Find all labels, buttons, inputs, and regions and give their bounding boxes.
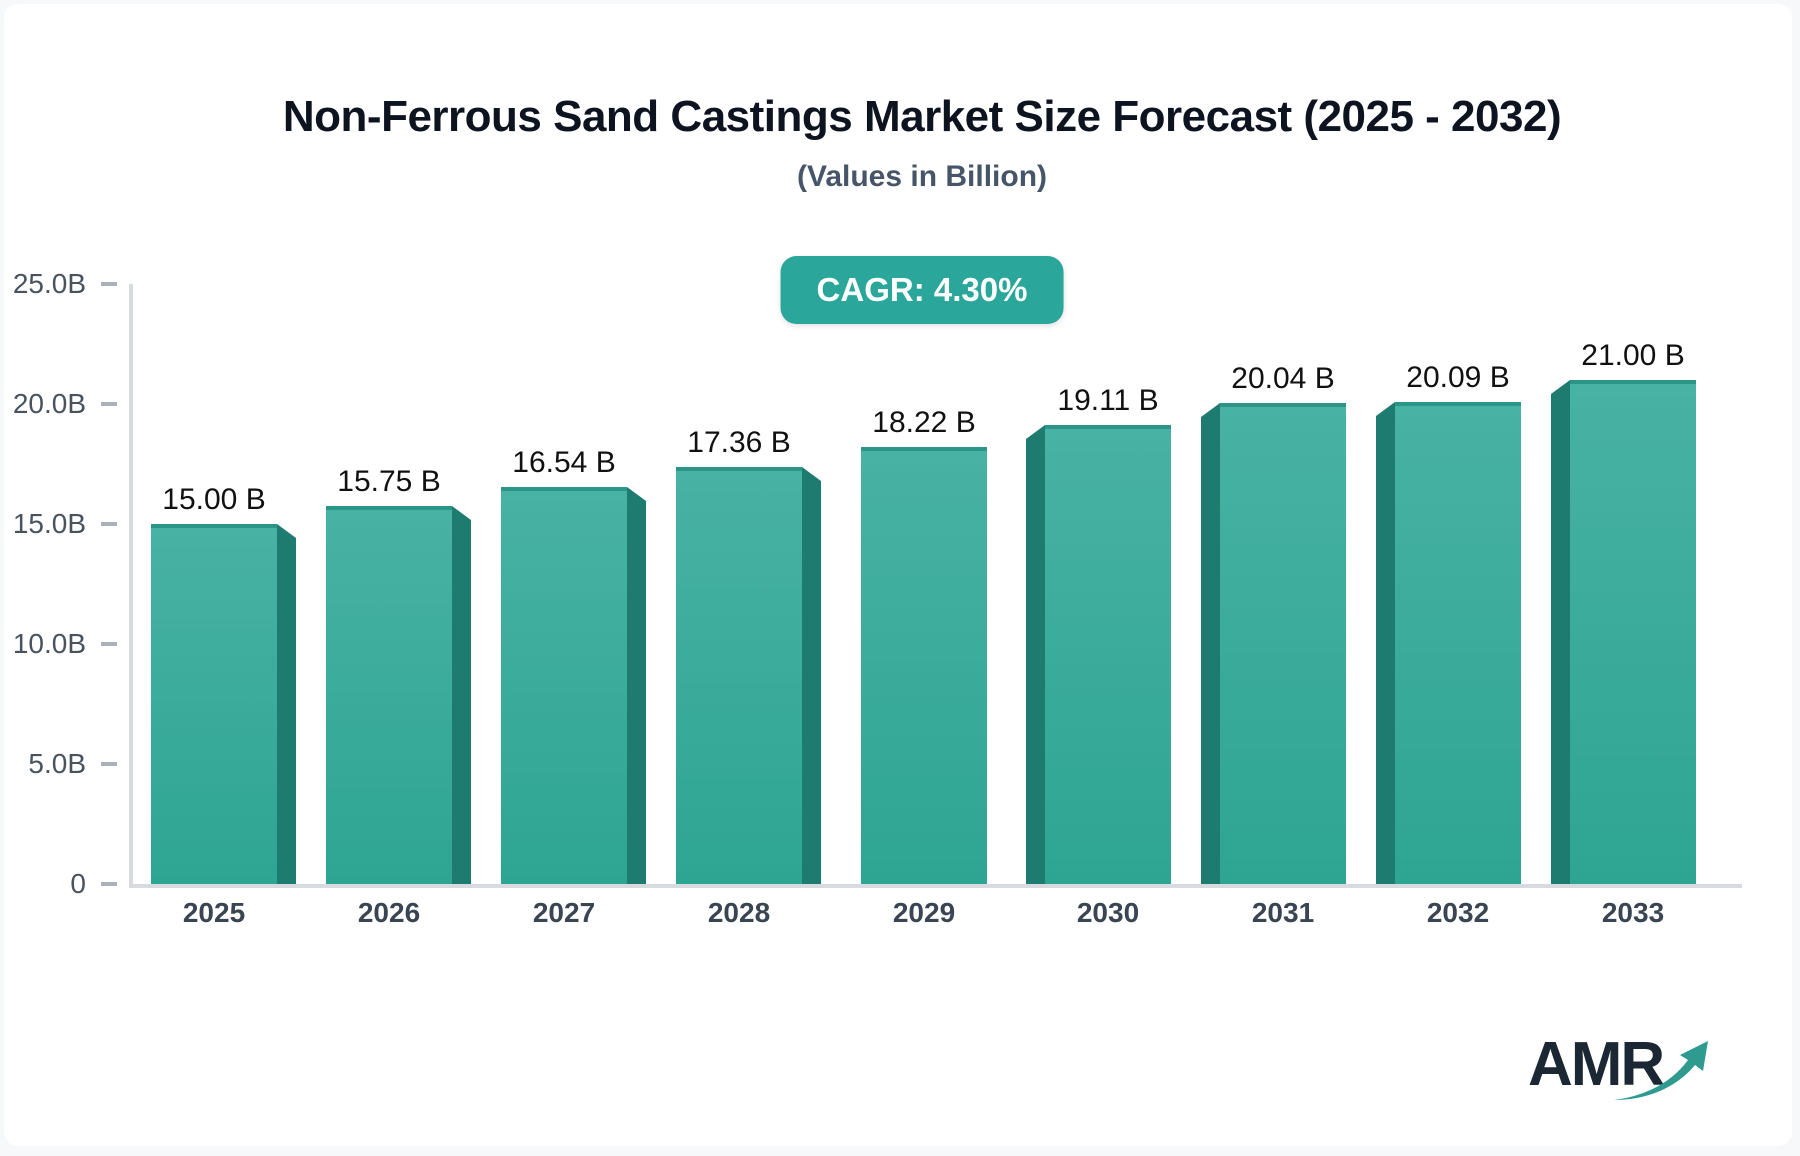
bar-2031-3d-side xyxy=(1201,403,1220,884)
bar-2028 xyxy=(676,467,802,884)
y-tick-dash xyxy=(101,642,117,646)
x-axis-label-2025: 2025 xyxy=(182,897,246,928)
x-axis-label-2026: 2026 xyxy=(357,897,421,928)
bar-2033 xyxy=(1570,380,1696,884)
bar-2030 xyxy=(1045,425,1171,884)
bar-2032 xyxy=(1395,402,1521,884)
bar-2026-3d-side xyxy=(452,506,471,884)
bar-2025 xyxy=(151,524,277,884)
cagr-badge: CAGR: 4.30% xyxy=(780,256,1064,324)
value-label-2029: 18.22 B xyxy=(872,406,976,439)
y-tick-label: 25.0B xyxy=(12,268,86,299)
bar-2030-3d-side xyxy=(1026,425,1045,884)
value-label-2030: 19.11 B xyxy=(1057,384,1159,417)
bar-2031 xyxy=(1220,403,1346,884)
y-tick-label: 5.0B xyxy=(28,748,86,779)
chart-subtitle: (Values in Billion) xyxy=(796,160,1048,193)
y-tick-label: 10.0B xyxy=(12,628,86,659)
x-axis-label-2028: 2028 xyxy=(707,897,771,928)
value-label-2032: 20.09 B xyxy=(1406,361,1510,394)
x-axis-label-2029: 2029 xyxy=(892,897,956,928)
y-tick-dash xyxy=(101,882,117,886)
y-tick-dash xyxy=(101,522,117,526)
x-axis-line xyxy=(129,884,1742,888)
value-label-2033: 21.00 B xyxy=(1581,339,1685,372)
bar-2026 xyxy=(326,506,452,884)
y-tick-dash xyxy=(101,402,117,406)
chart-header: Non-Ferrous Sand Castings Market Size Fo… xyxy=(44,0,1800,194)
amr-logo: AMR xyxy=(1528,1034,1738,1114)
bar-2032-3d-side xyxy=(1376,402,1395,884)
value-label-2031: 20.04 B xyxy=(1231,362,1335,395)
bar-2027 xyxy=(501,487,627,884)
value-label-2025: 15.00 B xyxy=(162,483,266,516)
y-axis-line xyxy=(129,284,133,888)
y-tick-label: 20.0B xyxy=(12,388,86,419)
y-tick-label: 0 xyxy=(70,868,86,899)
x-axis-label-2031: 2031 xyxy=(1251,897,1315,928)
x-axis-label-2033: 2033 xyxy=(1601,897,1665,928)
y-tick-dash xyxy=(101,762,117,766)
y-tick-dash xyxy=(101,282,117,286)
x-axis-label-2032: 2032 xyxy=(1426,897,1490,928)
x-axis-label-2030: 2030 xyxy=(1076,897,1140,928)
bar-2025-3d-side xyxy=(277,524,296,884)
x-axis-label-2027: 2027 xyxy=(532,897,596,928)
value-label-2026: 15.75 B xyxy=(337,465,441,498)
value-label-2028: 17.36 B xyxy=(687,426,791,459)
y-tick-label: 15.0B xyxy=(12,508,86,539)
trend-up-arrow-icon xyxy=(1614,1041,1708,1100)
amr-logo-text: AMR xyxy=(1528,1030,1665,1099)
bar-2028-3d-side xyxy=(802,467,821,884)
chart-title: Non-Ferrous Sand Castings Market Size Fo… xyxy=(282,92,1562,141)
bar-2029 xyxy=(861,447,987,884)
bar-2033-3d-side xyxy=(1551,380,1570,884)
bar-2027-3d-side xyxy=(627,487,646,884)
value-label-2027: 16.54 B xyxy=(512,446,616,479)
